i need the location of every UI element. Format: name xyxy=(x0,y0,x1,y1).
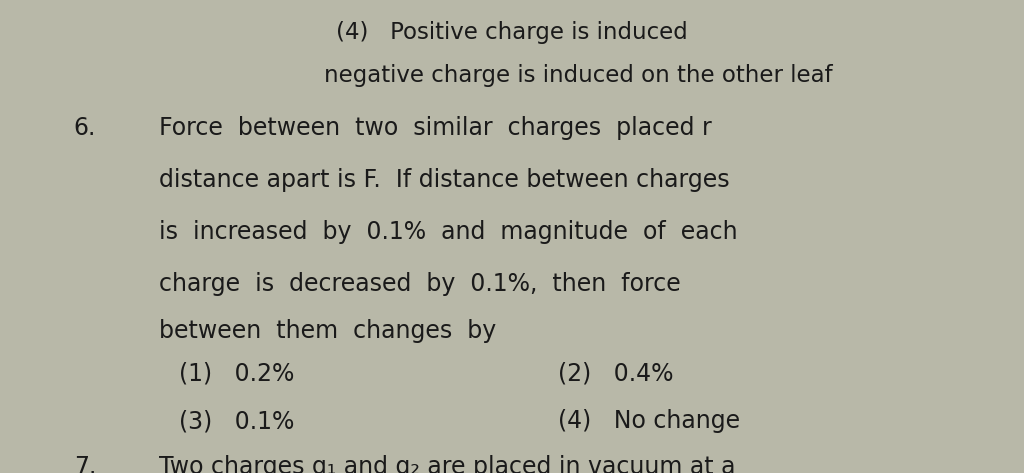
Text: 7.: 7. xyxy=(74,455,96,473)
Text: negative charge is induced on the other leaf: negative charge is induced on the other … xyxy=(325,64,833,87)
Text: distance apart is F.  If distance between charges: distance apart is F. If distance between… xyxy=(159,168,729,192)
Text: is  increased  by  0.1%  and  magnitude  of  each: is increased by 0.1% and magnitude of ea… xyxy=(159,220,737,244)
Text: Two charges q₁ and q₂ are placed in vacuum at a: Two charges q₁ and q₂ are placed in vacu… xyxy=(159,455,735,473)
Text: charge  is  decreased  by  0.1%,  then  force: charge is decreased by 0.1%, then force xyxy=(159,272,681,296)
Text: between  them  changes  by: between them changes by xyxy=(159,319,496,343)
Text: (4)   Positive charge is induced: (4) Positive charge is induced xyxy=(336,21,688,44)
Text: 6.: 6. xyxy=(74,116,96,140)
Text: (1)   0.2%: (1) 0.2% xyxy=(179,362,295,386)
Text: Force  between  two  similar  charges  placed r: Force between two similar charges placed… xyxy=(159,116,712,140)
Text: (2)   0.4%: (2) 0.4% xyxy=(558,362,674,386)
Text: (4)   No change: (4) No change xyxy=(558,409,740,433)
Text: (3)   0.1%: (3) 0.1% xyxy=(179,409,295,433)
